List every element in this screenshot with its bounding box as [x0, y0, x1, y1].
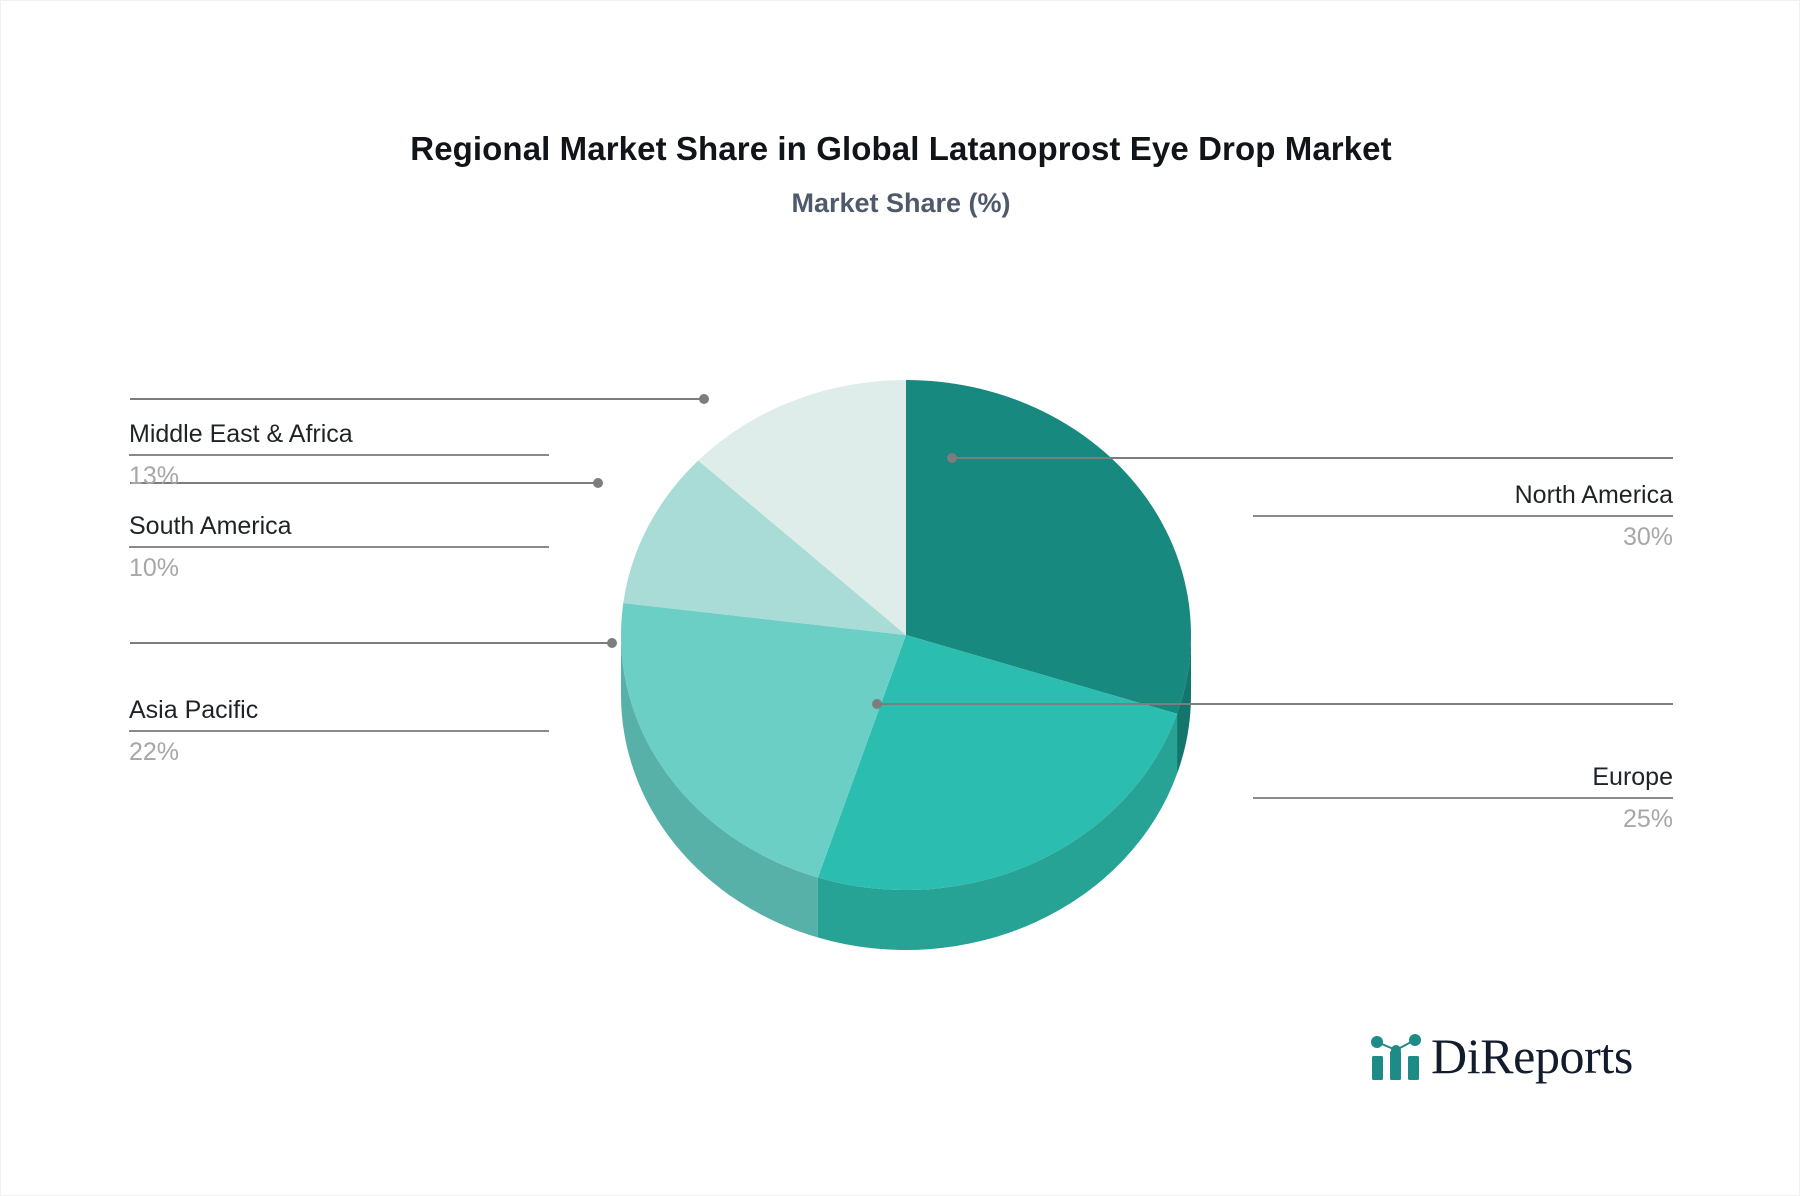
callout-label: North America — [1514, 481, 1673, 509]
logo-dot-1 — [1371, 1036, 1383, 1048]
pie-slice[interactable] — [906, 380, 1191, 714]
direports-logo: DiReports — [1369, 1029, 1633, 1083]
callout-value: 13% — [129, 462, 180, 491]
callout-rule — [129, 730, 549, 733]
logo-wordmark: DiReports — [1431, 1028, 1633, 1084]
logo-bar-3 — [1408, 1056, 1419, 1080]
callout-value: 25% — [1622, 805, 1673, 834]
pie-slice[interactable] — [817, 635, 1178, 890]
callout-value: 30% — [1622, 523, 1673, 552]
pie-top-faces — [621, 380, 1191, 890]
callout-asia-pacific: Asia Pacific 22% — [129, 695, 549, 769]
title-block: Regional Market Share in Global Latanopr… — [1, 129, 1799, 219]
pie-chart — [561, 351, 1221, 951]
callout-value: 22% — [129, 738, 180, 767]
logo-dot-3 — [1409, 1034, 1421, 1046]
callout-south-america: South America 10% — [129, 511, 549, 585]
pie-slice[interactable] — [623, 460, 906, 635]
pie-slice-side — [817, 713, 1178, 950]
chart-subtitle: Market Share (%) — [791, 187, 1011, 218]
chart-title: Regional Market Share in Global Latanopr… — [410, 130, 1392, 167]
callout-middle-east-africa: Middle East & Africa 13% — [129, 419, 549, 493]
bar-chart-icon — [1371, 1034, 1421, 1080]
pie-slice[interactable] — [698, 380, 906, 635]
callout-label: Middle East & Africa — [129, 420, 353, 448]
callout-label: South America — [129, 512, 292, 540]
callout-rule — [129, 454, 549, 457]
callout-rule — [1253, 515, 1673, 518]
pie-svg — [621, 380, 1191, 950]
pie-slice-side — [621, 635, 818, 938]
callout-label: Asia Pacific — [129, 696, 259, 724]
callout-rule — [1253, 797, 1673, 800]
callout-value: 10% — [129, 554, 180, 583]
logo-bar-2 — [1390, 1051, 1401, 1080]
callout-label: Europe — [1592, 763, 1673, 791]
pie-slice[interactable] — [621, 603, 906, 878]
callout-north-america: North America 30% — [1253, 480, 1673, 554]
callout-europe: Europe 25% — [1253, 762, 1673, 836]
callout-rule — [129, 546, 549, 549]
logo-bar-1 — [1372, 1056, 1383, 1080]
